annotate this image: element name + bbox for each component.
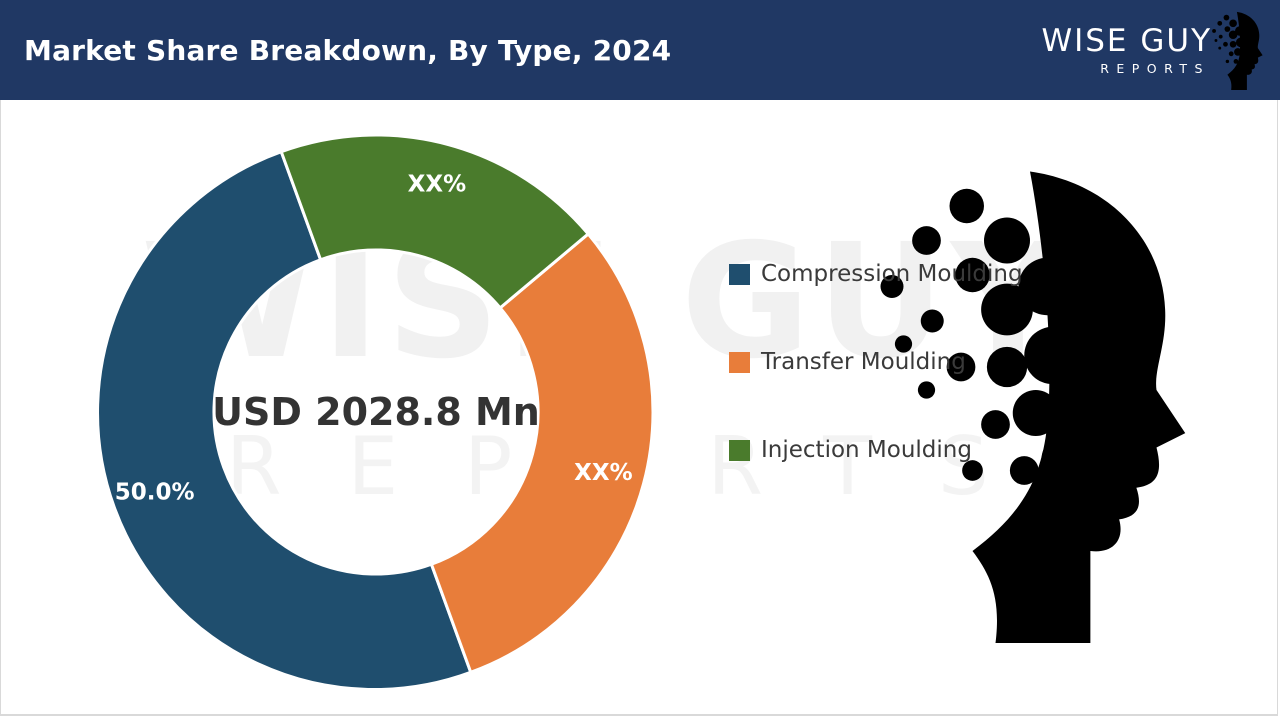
wiseguy-logo: WISE GUY REPORTS xyxy=(1041,10,1264,90)
wiseguy-head-icon xyxy=(1206,10,1264,90)
header-bar: Market Share Breakdown, By Type, 2024 WI… xyxy=(0,0,1280,100)
donut-segment xyxy=(279,133,590,310)
legend-label: Compression Moulding xyxy=(761,261,1023,287)
legend-swatch xyxy=(729,263,750,285)
legend-swatch xyxy=(729,439,750,461)
legend-label: Transfer Moulding xyxy=(761,349,966,375)
slice-label: 50.0% xyxy=(115,480,195,506)
slice-label: XX% xyxy=(574,460,633,486)
legend-label: Injection Moulding xyxy=(761,437,972,463)
legend: Compression Moulding Transfer Moulding I… xyxy=(729,261,1023,526)
slice-label: XX% xyxy=(408,172,467,198)
figure-title: Market Share Breakdown, By Type, 2024 xyxy=(24,33,672,67)
logo-subtitle: REPORTS xyxy=(1100,60,1210,76)
legend-swatch xyxy=(729,351,750,373)
donut-center-label: USD 2028.8 Mn xyxy=(212,390,540,434)
donut-segment xyxy=(96,150,473,692)
legend-item-compression-moulding: Compression Moulding xyxy=(729,261,1023,287)
donut-segment xyxy=(429,232,655,674)
logo-wordmark: WISE GUY xyxy=(1041,23,1212,60)
legend-item-injection-moulding: Injection Moulding xyxy=(729,437,1023,463)
legend-item-transfer-moulding: Transfer Moulding xyxy=(729,349,1023,375)
donut-chart: 50.0% XX% XX% xyxy=(96,133,655,692)
chart-area: WISE GUY REPORTS 50.0%XX%XX% USD 2028.8 … xyxy=(0,100,1278,716)
